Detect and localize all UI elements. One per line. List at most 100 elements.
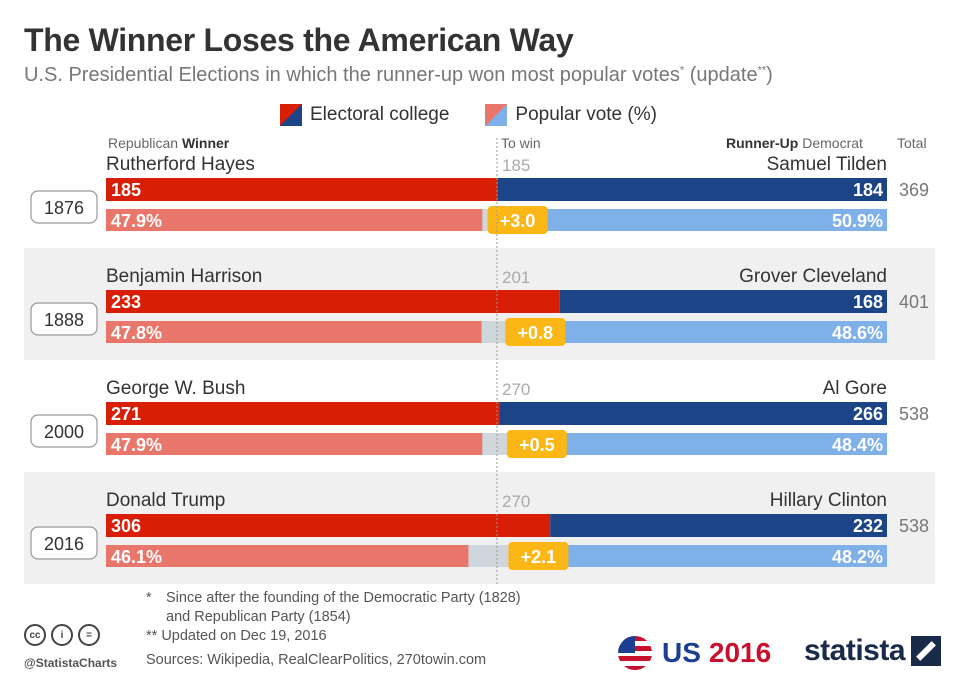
difference-badge-1876: [487, 206, 548, 234]
winner-name-1888: Benjamin Harrison: [106, 266, 262, 287]
statista-handle: @StatistaCharts: [24, 656, 118, 670]
year-box-1876: [30, 190, 98, 224]
year-label-2016: 2016: [44, 534, 84, 554]
sources: Sources: Wikipedia, RealClearPolitics, 2…: [146, 652, 487, 668]
runner-up-name-2016: Hillary Clinton: [770, 490, 887, 511]
to-win-value-2000: 270: [502, 380, 530, 399]
winner-ev-label-2000: 271: [111, 404, 141, 424]
winner-ev-bar-1876: [106, 178, 498, 201]
statista-logo-icon: [911, 636, 942, 666]
difference-badge-2000: [506, 430, 567, 458]
runner-up-ev-bar-2000: [499, 402, 887, 425]
footnote-2: ** Updated on Dec 19, 2016: [146, 628, 327, 644]
runner-up-name-1876: Samuel Tilden: [767, 154, 887, 175]
difference-label-2000: +0.5: [519, 435, 555, 455]
legend-popular-swatch: [485, 104, 508, 126]
runner-up-name-1888: Grover Cleveland: [739, 266, 887, 287]
runner-up-popular-bar-1888: [509, 321, 887, 343]
runner-up-ev-label-2016: 232: [853, 516, 883, 536]
year-label-1888: 1888: [44, 310, 84, 330]
runner-up-popular-bar-1876: [491, 209, 887, 231]
year-box-2016: [30, 526, 98, 560]
chart-title: The Winner Loses the American Way: [24, 22, 574, 58]
winner-popular-bar-2000: [106, 433, 483, 455]
winner-popular-label-2000: 47.9%: [111, 435, 162, 455]
total-value-1888: 401: [899, 292, 929, 312]
winner-popular-bar-1888: [106, 321, 482, 343]
subtitle-marker: *: [679, 64, 685, 77]
difference-label-1876: +3.0: [500, 211, 536, 231]
difference-badge-2016: [508, 542, 569, 570]
legend-popular: Popular vote (%): [485, 104, 657, 126]
header-winner: Republican Winner: [108, 135, 229, 151]
legend-electoral-swatch: [280, 104, 302, 126]
total-value-2000: 538: [899, 404, 929, 424]
winner-popular-bar-1876: [106, 209, 483, 231]
year-box-1888: [30, 302, 98, 336]
winner-popular-label-2016: 46.1%: [111, 547, 162, 567]
year-label-1876: 1876: [44, 198, 84, 218]
us-label: US: [662, 637, 701, 668]
us-2016-badge: US 2016: [618, 636, 771, 670]
header-runner-up: Runner-Up Democrat: [726, 135, 863, 151]
footnote-marker: *: [146, 590, 152, 606]
runner-up-popular-bar-2000: [510, 433, 887, 455]
runner-up-popular-label-2000: 48.4%: [832, 435, 883, 455]
cc-icon: cc: [24, 624, 46, 646]
runner-up-ev-label-1876: 184: [853, 180, 883, 200]
year-box-2000: [30, 414, 98, 448]
runner-up-ev-bar-1876: [497, 178, 887, 201]
winner-name-2000: George W. Bush: [106, 378, 245, 399]
header-total: Total: [897, 135, 927, 151]
winner-name-2016: Donald Trump: [106, 490, 225, 511]
winner-ev-label-1876: 185: [111, 180, 141, 200]
runner-up-name-2000: Al Gore: [823, 378, 887, 399]
to-win-value-1888: 201: [502, 268, 530, 287]
footnote-1-line-1: Since after the founding of the Democrat…: [166, 590, 521, 606]
header-runner-up-plain: Democrat: [798, 135, 863, 151]
difference-badge-1888: [505, 318, 566, 346]
header-to-win: To win: [501, 135, 541, 151]
year-label: 2016: [708, 637, 772, 668]
runner-up-popular-label-2016: 48.2%: [832, 547, 883, 567]
total-value-1876: 369: [899, 180, 929, 200]
header-runner-up-bold: Runner-Up: [726, 135, 799, 151]
subtitle-text: U.S. Presidential Elections in which the…: [24, 64, 680, 86]
footnote-1-line-2: and Republican Party (1854): [166, 609, 351, 625]
us-flag-icon: [618, 636, 652, 670]
statista-logo[interactable]: statista: [804, 634, 942, 668]
winner-ev-bar-1888: [106, 290, 560, 313]
winner-name-1876: Rutherford Hayes: [106, 154, 255, 175]
no-derivatives-icon: =: [78, 624, 100, 646]
difference-label-1888: +0.8: [518, 323, 554, 343]
legend: Electoral college Popular vote (%): [280, 104, 693, 126]
runner-up-ev-bar-2016: [550, 514, 887, 537]
creative-commons-icons: cc i =: [24, 624, 105, 646]
winner-popular-label-1888: 47.8%: [111, 323, 162, 343]
runner-up-popular-bar-2016: [512, 545, 887, 567]
runner-up-popular-label-1888: 48.6%: [832, 323, 883, 343]
statista-wordmark: statista: [804, 634, 906, 667]
subtitle-close: ): [766, 64, 773, 86]
winner-popular-label-1876: 47.9%: [111, 211, 162, 231]
legend-electoral-label: Electoral college: [310, 104, 450, 125]
subtitle-update-marker: **: [757, 64, 767, 77]
winner-ev-label-1888: 233: [111, 292, 141, 312]
runner-up-ev-label-1888: 168: [853, 292, 883, 312]
total-value-2016: 538: [899, 516, 929, 536]
runner-up-ev-label-2000: 266: [853, 404, 883, 424]
difference-label-2016: +2.1: [521, 547, 557, 567]
winner-ev-bar-2016: [106, 514, 551, 537]
subtitle-update: (update: [689, 64, 758, 86]
to-win-value-1876: 185: [502, 156, 530, 175]
header-winner-plain: Republican: [108, 135, 182, 151]
winner-ev-label-2016: 306: [111, 516, 141, 536]
winner-popular-bar-2016: [106, 545, 469, 567]
to-win-value-2016: 270: [502, 492, 530, 511]
attribution-icon: i: [51, 624, 73, 646]
legend-electoral: Electoral college: [280, 104, 449, 126]
header-winner-bold: Winner: [181, 135, 230, 151]
chart-subtitle: U.S. Presidential Elections in which the…: [24, 64, 773, 87]
year-label-2000: 2000: [44, 422, 84, 442]
